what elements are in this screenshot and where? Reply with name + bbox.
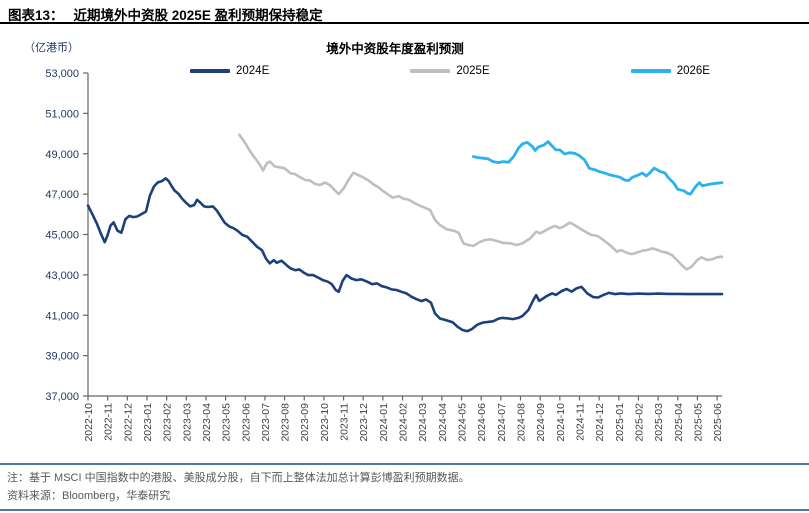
x-tick-label: 2025-04	[673, 403, 685, 442]
y-tick-label: 41,000	[45, 310, 79, 322]
figure-header: 图表13： 近期境外中资股 2025E 盈利预期保持稳定	[8, 4, 323, 24]
series-2024e-line	[86, 177, 724, 333]
x-tick-label: 2023-01	[142, 403, 154, 442]
source-text: 资料来源：Bloomberg，华泰研究	[7, 490, 171, 502]
figure-title: 近期境外中资股 2025E 盈利预期保持稳定	[73, 8, 323, 23]
footer-bottom-rule	[0, 509, 809, 511]
legend-swatch-2024e	[190, 69, 230, 73]
y-tick-label: 39,000	[45, 351, 79, 363]
series-2025e-line	[238, 133, 724, 271]
legend-swatch-2026e	[630, 69, 671, 73]
x-tick-label: 2024-06	[476, 403, 488, 442]
y-axis: 37,000 39,000 41,000 43,000 45,000 47,000 49,0…	[45, 68, 88, 403]
chart-legend: 2024E 2025E 2026E	[190, 65, 710, 77]
x-tick-label: 2024-04	[437, 403, 449, 442]
x-tick-label: 2025-02	[633, 403, 645, 442]
series-2026e-line	[471, 140, 724, 196]
y-tick-label: 49,000	[45, 149, 79, 161]
axes	[87, 73, 722, 397]
footer-top-rule	[0, 463, 809, 465]
x-tick-label: 2024-01	[378, 403, 390, 442]
footnote-text: 注：基于 MSCI 中国指数中的港股、美股成分股，自下而上整体法加总计算彭博盈利…	[7, 472, 470, 484]
x-tick-label: 2025-06	[712, 403, 724, 442]
x-tick-label: 2025-03	[653, 403, 665, 442]
figure-number-label: 图表13：	[8, 8, 64, 23]
x-tick-label: 2024-02	[398, 403, 410, 442]
legend-label-2025e: 2025E	[456, 65, 490, 77]
x-tick-label: 2023-12	[358, 403, 370, 442]
y-axis-unit-label: （亿港币）	[24, 42, 79, 54]
x-tick-label: 2023-07	[260, 403, 272, 442]
x-tick-label: 2024-09	[535, 403, 547, 442]
y-tick-label: 37,000	[45, 391, 79, 403]
x-tick-label: 2023-04	[201, 403, 213, 442]
legend-swatch-2025e	[410, 69, 451, 73]
x-tick-label: 2022-10	[83, 403, 95, 442]
y-tick-label: 45,000	[45, 230, 79, 242]
chart-title: 境外中资股年度盈利预测	[326, 42, 464, 56]
x-tick-label: 2024-03	[417, 403, 429, 442]
x-tick-label: 2024-05	[457, 403, 469, 442]
x-tick-label: 2024-12	[594, 403, 606, 442]
x-tick-label: 2023-08	[280, 403, 292, 442]
x-tick-label: 2022-11	[103, 403, 115, 441]
legend-item-2025e: 2025E	[410, 65, 490, 77]
x-tick-label: 2024-07	[496, 403, 508, 442]
y-tick-label: 53,000	[45, 68, 79, 80]
y-tick-label: 51,000	[45, 108, 79, 120]
legend-item-2024e: 2024E	[190, 65, 269, 77]
x-tick-label: 2025-05	[692, 403, 704, 442]
x-tick-label: 2023-06	[240, 403, 252, 442]
x-tick-label: 2025-01	[614, 403, 626, 442]
x-tick-label: 2023-03	[181, 403, 193, 442]
x-tick-label: 2023-05	[221, 403, 233, 442]
x-tick-label: 2024-10	[555, 403, 567, 442]
x-tick-label: 2022-12	[122, 403, 134, 442]
x-tick-label: 2023-11	[339, 403, 351, 441]
legend-item-2026e: 2026E	[630, 65, 710, 77]
y-tick-label: 43,000	[45, 270, 79, 282]
x-axis: 2022-10 2022-11 2022-12 2023-01 2023-02 2023-…	[83, 396, 724, 442]
legend-label-2024e: 2024E	[236, 65, 270, 77]
plot-area: 37,000 39,000 41,000 43,000 45,000 47,000 49,0…	[45, 68, 724, 442]
y-tick-label: 47,000	[45, 189, 79, 201]
x-tick-label: 2024-11	[574, 403, 586, 441]
x-tick-label: 2023-09	[299, 403, 311, 442]
x-tick-label: 2023-10	[319, 403, 331, 442]
legend-label-2026e: 2026E	[676, 65, 710, 77]
header-rule	[0, 22, 809, 25]
x-tick-label: 2024-08	[515, 403, 527, 442]
x-tick-label: 2023-02	[162, 403, 174, 442]
